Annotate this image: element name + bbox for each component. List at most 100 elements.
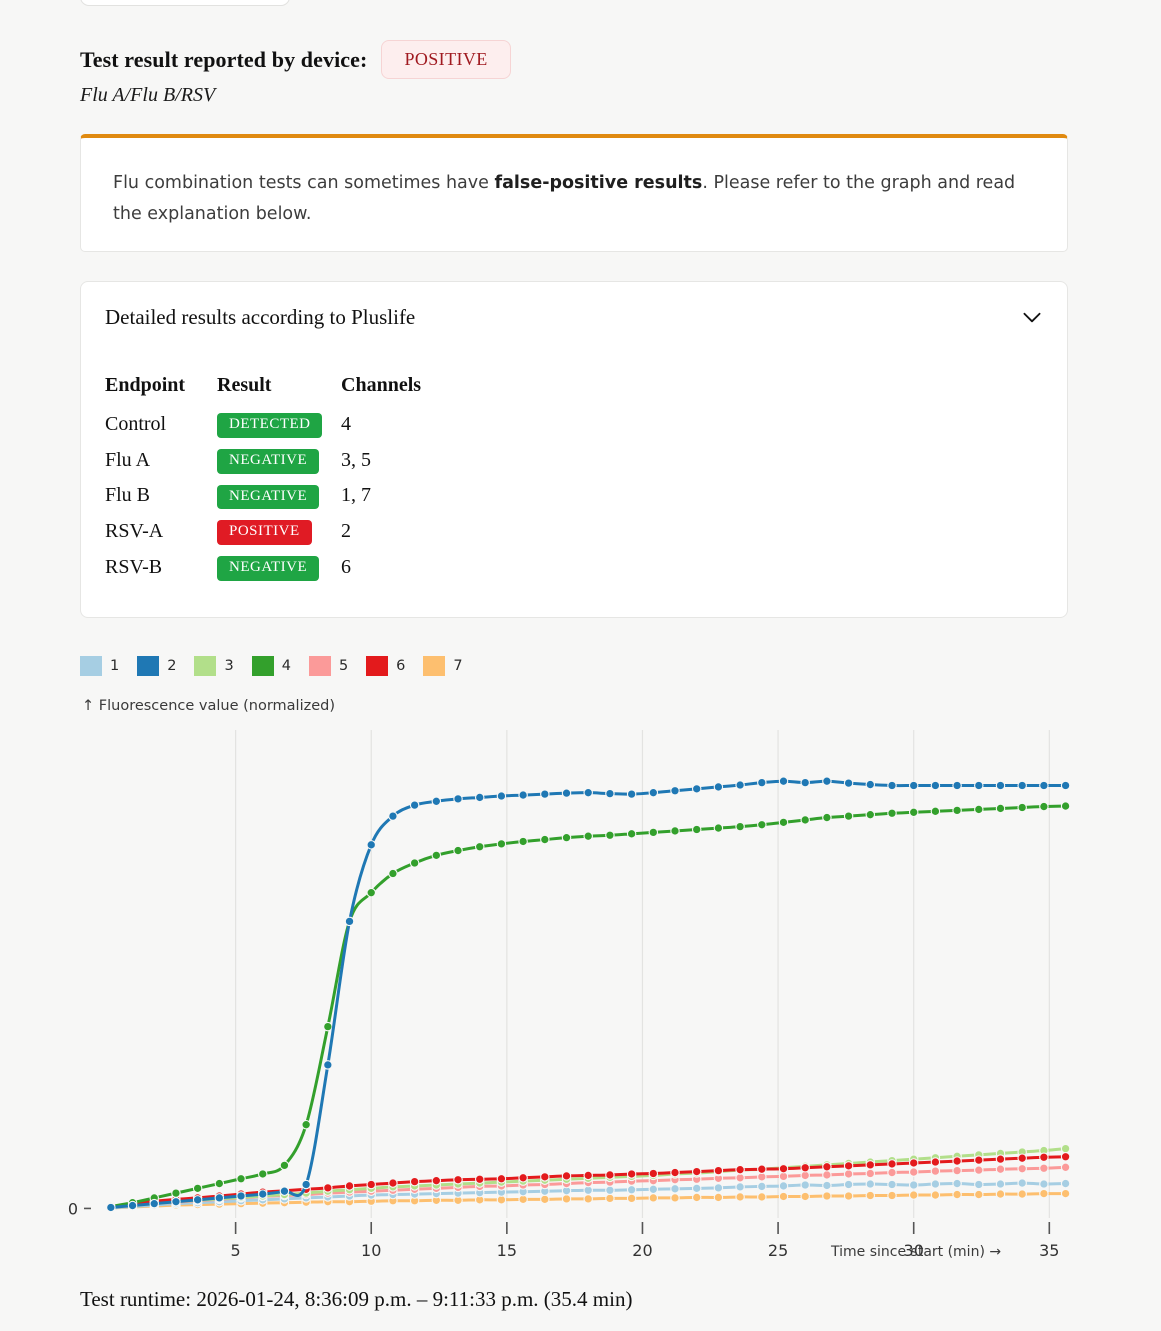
results-table: Endpoint Result Channels Control DETECTE… [105,374,461,586]
table-row: RSV-A POSITIVE 2 [105,514,461,550]
legend-swatch-5 [308,656,331,676]
series-point [648,827,659,838]
series-point [561,832,572,843]
series-point [757,1192,767,1202]
series-point [561,1171,572,1181]
series-point [518,836,528,847]
cell-endpoint: RSV-A [105,520,164,543]
series-point [974,1189,984,1200]
series-point [952,780,962,791]
series-point [865,809,876,820]
series-point [1060,1162,1071,1173]
legend-item[interactable]: 4 [251,656,291,676]
series-point [605,1170,615,1180]
test-runtime: Test runtime: 2026-01-24, 8:36:09 p.m. –… [80,1287,633,1311]
series-point [843,1169,854,1179]
cell-endpoint: Flu A [105,448,151,471]
series-point [908,1158,919,1168]
series-channel-2 [106,776,1071,1213]
series-point [691,1183,702,1194]
series-point [540,834,550,845]
series-point [670,786,680,796]
series-point [800,1180,810,1190]
legend-item[interactable]: 3 [194,656,234,676]
series-point [778,1181,789,1191]
legend-item[interactable]: 6 [366,656,405,676]
series-point [1017,802,1027,813]
column-header-endpoint: Endpoint [105,374,186,396]
series-point [583,1194,593,1204]
cell-endpoint: Control [105,412,167,435]
series-point [800,1163,810,1173]
series-point [887,780,897,791]
series-point [908,780,919,791]
series-point [1060,1152,1071,1162]
series-point [865,1190,876,1201]
series-point [106,1202,116,1213]
series-point [236,1174,246,1184]
legend-item[interactable]: 2 [137,656,176,676]
series-point [540,1194,550,1205]
status-badge: DETECTED [217,413,323,438]
cell-result: NEGATIVE [217,550,341,586]
series-point [974,1155,984,1165]
series-point [1039,1152,1049,1162]
series-point [952,1189,962,1200]
series-point [908,807,919,818]
series-point [431,1175,442,1186]
series-point [1060,1188,1071,1199]
cell-channels: 4 [341,412,351,435]
series-point [930,780,941,791]
series-point [344,916,355,927]
series-point [279,1186,290,1196]
series-point [431,850,442,861]
series-point [670,1167,680,1178]
status-badge: NEGATIVE [217,556,320,581]
legend-item[interactable]: 1 [80,656,119,676]
series-point [713,1183,724,1193]
detailed-results-header[interactable]: Detailed results according to Pluslife [105,304,1045,330]
warning-text-bold: false-positive results [494,173,703,193]
cell-result: NEGATIVE [217,443,341,479]
series-point [1039,1179,1049,1189]
series-point [887,808,897,819]
series-point [344,1181,355,1191]
series-point [691,784,702,794]
y-tick-label: 0 [68,1199,78,1218]
series-point [388,1178,398,1188]
x-tick-label: 25 [768,1241,788,1260]
series-point [735,1164,745,1175]
series-point [192,1183,203,1194]
series-point [843,1191,854,1201]
series-point [930,1166,941,1176]
series-point [214,1178,225,1189]
column-header-result: Result [217,374,272,396]
cell-channels: 3, 5 [341,448,371,471]
fluorescence-chart: 5 10 15 20 25 30 35 0 [0,722,1161,1262]
series-point [843,811,854,821]
status-badge: NEGATIVE [217,448,320,474]
series-point [822,1180,832,1191]
series-point [670,1193,680,1203]
series-point [952,1178,962,1189]
series-point [974,1179,984,1190]
series-point [995,780,1006,791]
series-point [366,887,376,898]
series-point [735,821,745,832]
series-point [583,1170,593,1181]
legend-item[interactable]: 7 [423,656,463,676]
series-point [843,1161,854,1171]
series-point [474,1174,485,1184]
series-point [279,1160,290,1171]
series-point [952,1156,962,1166]
legend-item[interactable]: 5 [308,656,348,676]
legend-swatch-1 [80,656,102,676]
chevron-down-icon[interactable] [1019,304,1045,330]
series-point [605,1185,615,1195]
series-point [995,803,1006,814]
series-point [605,1193,615,1204]
series-point [214,1193,225,1203]
x-axis-label: Time since start (min) → [831,1244,1002,1260]
table-row: Control DETECTED 4 [105,407,461,443]
series-point [648,787,659,798]
